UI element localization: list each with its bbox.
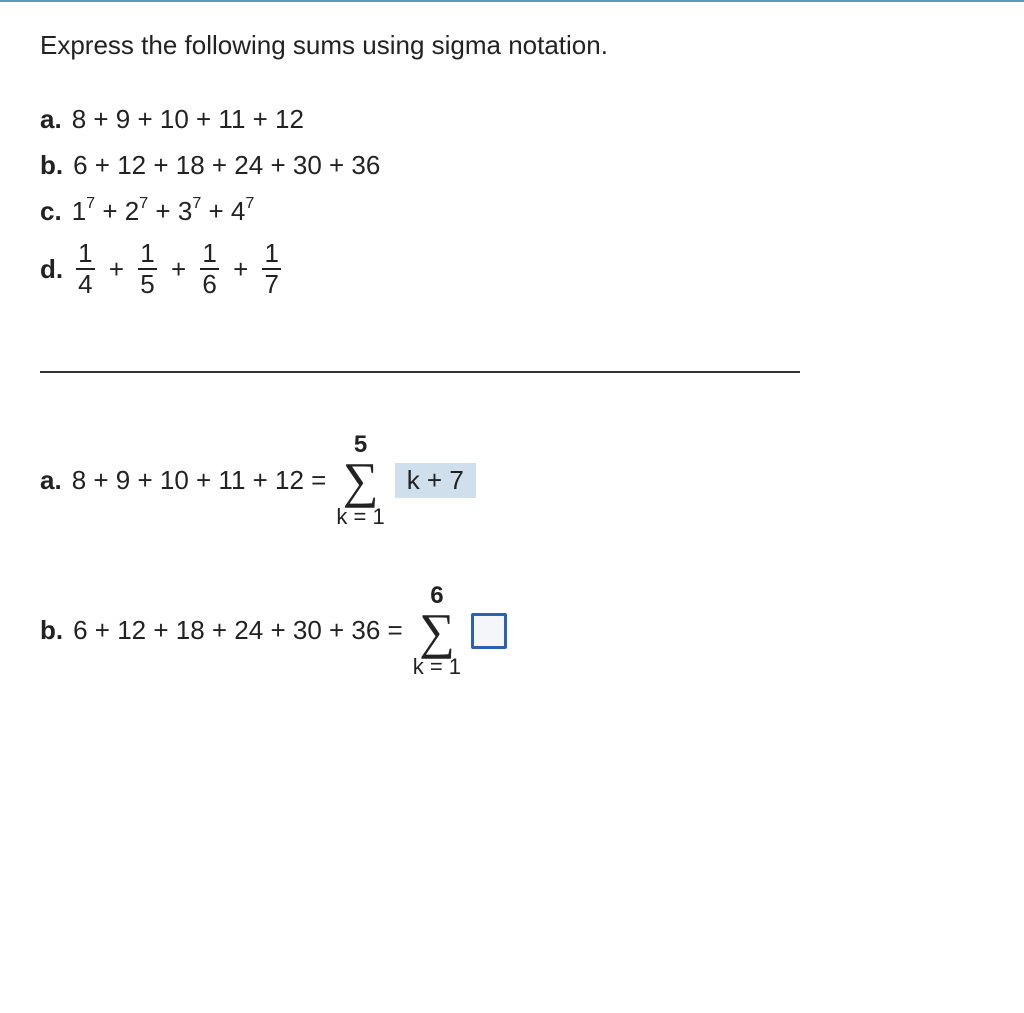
problem-d-frac2-den: 5	[138, 270, 156, 299]
plus-icon: +	[171, 254, 186, 285]
problem-c-term4-exp: 7	[245, 194, 254, 212]
answer-a-sigma-lower: k = 1	[336, 506, 384, 528]
plus-icon: +	[233, 254, 248, 285]
problem-d-frac2-num: 1	[138, 239, 156, 270]
problem-c-term2-base: 2	[125, 196, 139, 226]
problem-d-frac1: 1 4	[76, 239, 94, 298]
instruction-text: Express the following sums using sigma n…	[40, 30, 984, 61]
problem-d-frac4: 1 7	[262, 239, 280, 298]
answer-a-lhs: 8 + 9 + 10 + 11 + 12 =	[72, 465, 327, 496]
answer-b-sigma: 6 ∑ k = 1	[413, 584, 461, 679]
problem-d-expr: 1 4 + 1 5 + 1 6 + 1 7	[73, 239, 284, 298]
problem-c-expr: 17 + 27 + 37 + 47	[72, 196, 255, 227]
answer-b-lhs: 6 + 12 + 18 + 24 + 30 + 36 =	[73, 615, 403, 646]
answer-a-term-box[interactable]: k + 7	[395, 463, 476, 498]
problem-d-frac2: 1 5	[138, 239, 156, 298]
problem-c-label: c.	[40, 196, 62, 227]
sigma-icon: ∑	[343, 459, 379, 502]
problem-d-frac1-num: 1	[76, 239, 94, 270]
answer-b-term-input[interactable]	[471, 613, 507, 649]
problem-d-frac3: 1 6	[200, 239, 218, 298]
problem-c-term4-base: 4	[231, 196, 245, 226]
problem-c-term1-base: 1	[72, 196, 86, 226]
problem-b-expr: 6 + 12 + 18 + 24 + 30 + 36	[73, 150, 380, 181]
problem-b-label: b.	[40, 150, 63, 181]
answer-a-sigma: 5 ∑ k = 1	[336, 433, 384, 528]
problem-a: a. 8 + 9 + 10 + 11 + 12	[40, 99, 984, 139]
answer-b-sigma-lower: k = 1	[413, 656, 461, 678]
problem-d-label: d.	[40, 254, 63, 285]
problem-c-term2-exp: 7	[139, 194, 148, 212]
problem-d-frac3-den: 6	[200, 270, 218, 299]
problem-d-frac4-num: 1	[262, 239, 280, 270]
problem-c-term3-exp: 7	[192, 194, 201, 212]
answer-b-label: b.	[40, 615, 63, 646]
problem-d-frac1-den: 4	[76, 270, 94, 299]
plus-icon: +	[109, 254, 124, 285]
answer-a-label: a.	[40, 465, 62, 496]
answer-b: b. 6 + 12 + 18 + 24 + 30 + 36 = 6 ∑ k = …	[40, 584, 984, 679]
problem-b: b. 6 + 12 + 18 + 24 + 30 + 36	[40, 145, 984, 185]
answer-a: a. 8 + 9 + 10 + 11 + 12 = 5 ∑ k = 1 k + …	[40, 433, 984, 528]
problem-c-term3-base: 3	[178, 196, 192, 226]
problem-a-expr: 8 + 9 + 10 + 11 + 12	[72, 104, 304, 135]
problem-d: d. 1 4 + 1 5 + 1 6 + 1 7	[40, 237, 984, 301]
problem-a-label: a.	[40, 104, 62, 135]
sigma-icon: ∑	[419, 610, 455, 653]
problem-d-frac4-den: 7	[262, 270, 280, 299]
problem-d-frac3-num: 1	[200, 239, 218, 270]
content-area: Express the following sums using sigma n…	[0, 2, 1024, 762]
section-divider	[40, 371, 800, 373]
problem-c-term1-exp: 7	[86, 194, 95, 212]
problem-c: c. 17 + 27 + 37 + 47	[40, 191, 984, 231]
problem-list: a. 8 + 9 + 10 + 11 + 12 b. 6 + 12 + 18 +…	[40, 99, 984, 301]
